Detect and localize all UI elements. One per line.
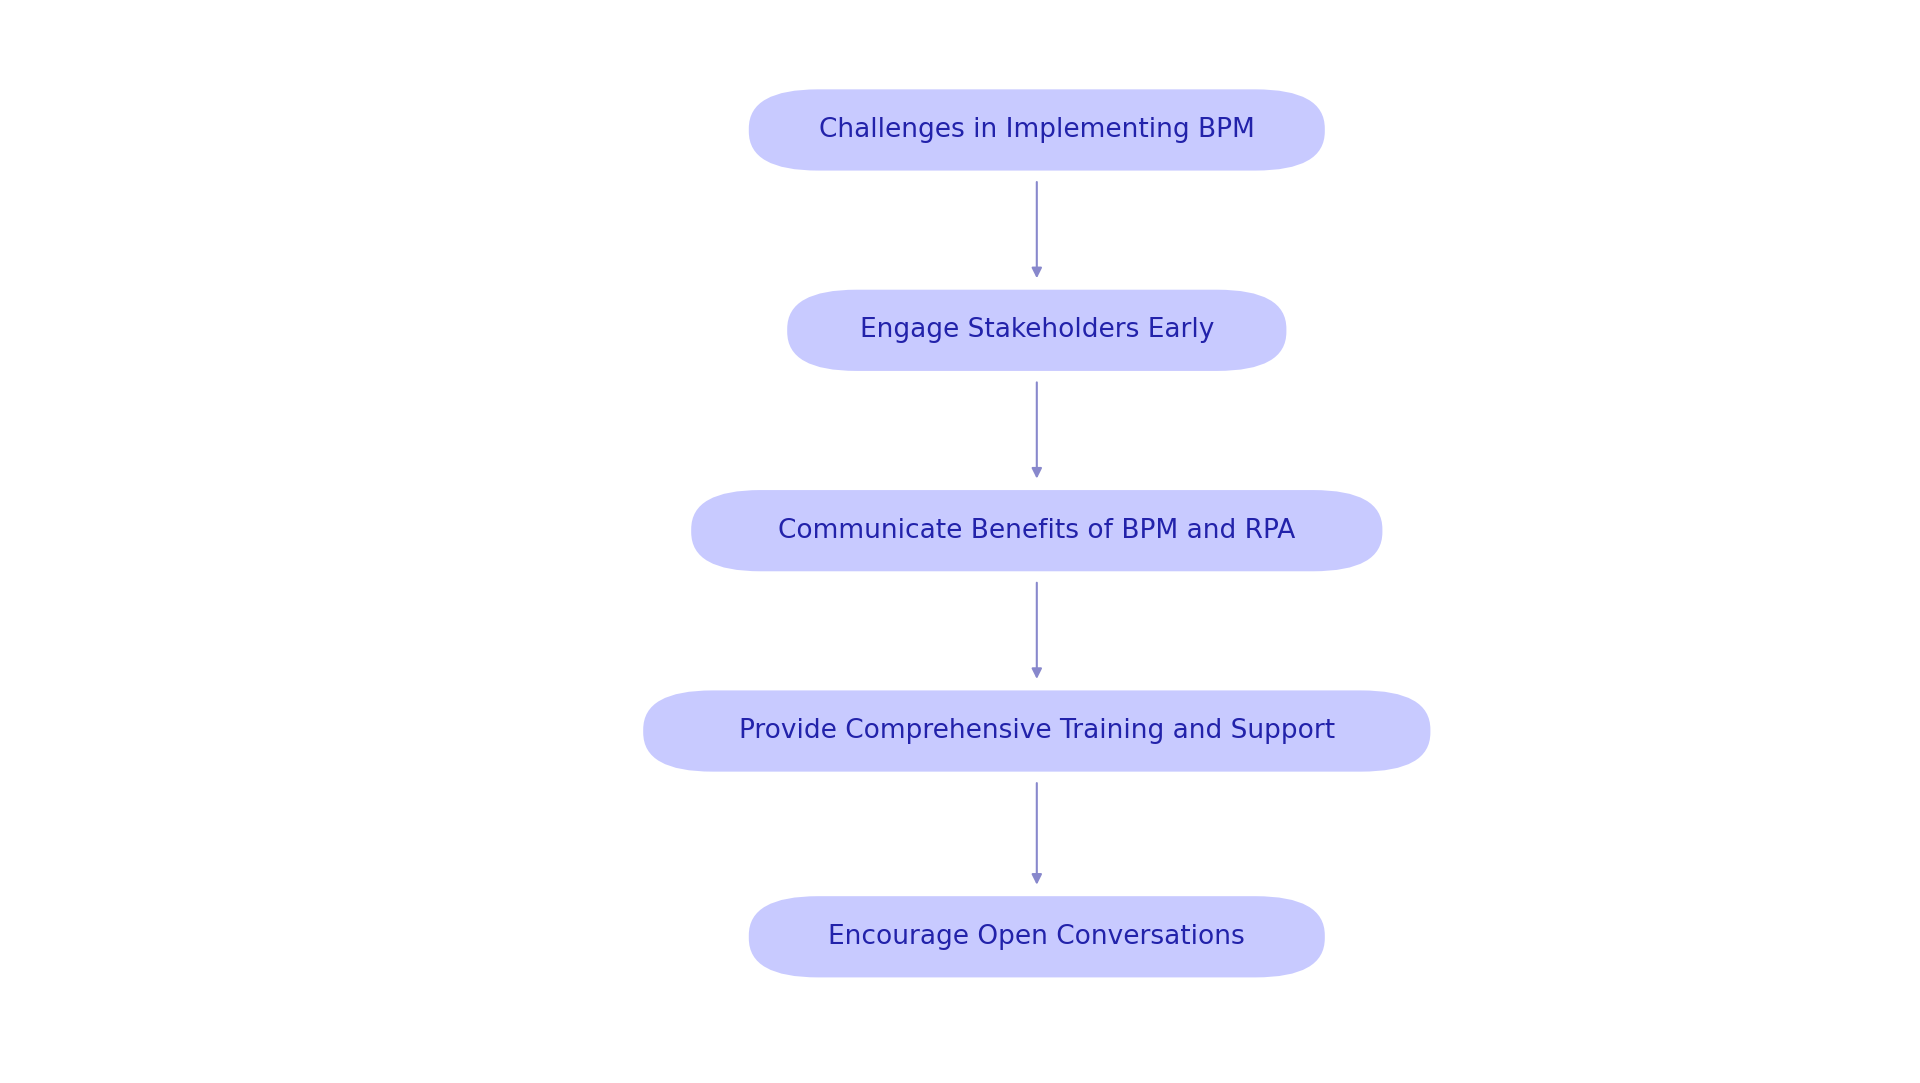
FancyBboxPatch shape [749, 90, 1325, 170]
Text: Encourage Open Conversations: Encourage Open Conversations [828, 924, 1246, 950]
Text: Challenges in Implementing BPM: Challenges in Implementing BPM [818, 117, 1256, 143]
Text: Engage Stakeholders Early: Engage Stakeholders Early [860, 317, 1213, 343]
FancyBboxPatch shape [749, 897, 1325, 977]
FancyBboxPatch shape [787, 290, 1286, 370]
FancyBboxPatch shape [643, 691, 1430, 771]
Text: Provide Comprehensive Training and Support: Provide Comprehensive Training and Suppo… [739, 718, 1334, 744]
FancyBboxPatch shape [691, 490, 1382, 571]
Text: Communicate Benefits of BPM and RPA: Communicate Benefits of BPM and RPA [778, 518, 1296, 544]
